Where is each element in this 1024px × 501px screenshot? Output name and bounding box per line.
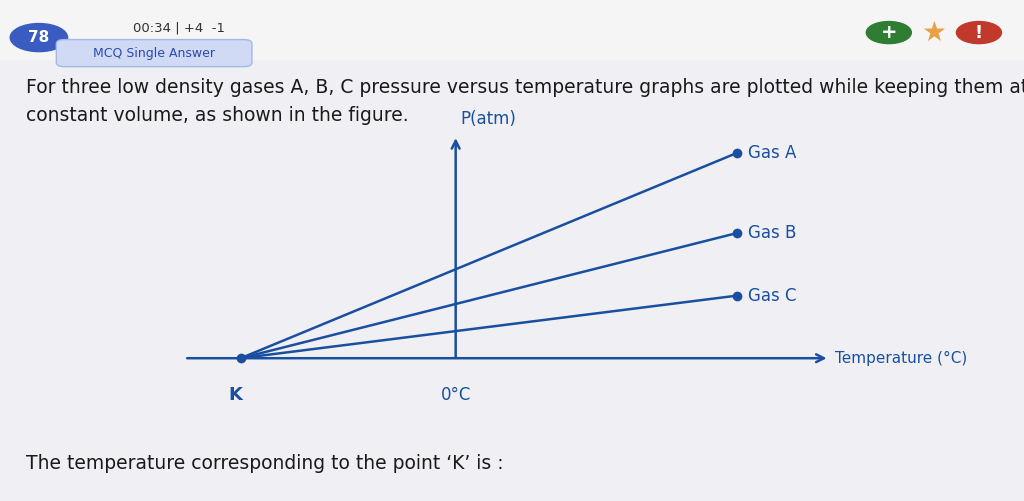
Text: +: + bbox=[881, 23, 897, 42]
Text: The temperature corresponding to the point ‘K’ is :: The temperature corresponding to the poi… bbox=[26, 454, 503, 473]
Text: K: K bbox=[228, 386, 243, 404]
FancyBboxPatch shape bbox=[0, 0, 1024, 60]
Text: Gas A: Gas A bbox=[748, 144, 796, 162]
Text: 78: 78 bbox=[29, 30, 49, 45]
Circle shape bbox=[10, 24, 68, 52]
Text: ★: ★ bbox=[922, 19, 946, 47]
Circle shape bbox=[866, 22, 911, 44]
Text: 00:34 | +4  -1: 00:34 | +4 -1 bbox=[133, 21, 225, 34]
Text: For three low density gases A, B, C pressure versus temperature graphs are plott: For three low density gases A, B, C pres… bbox=[26, 78, 1024, 125]
Text: P(atm): P(atm) bbox=[461, 110, 517, 128]
Text: Gas C: Gas C bbox=[748, 287, 796, 305]
Text: !: ! bbox=[975, 24, 983, 42]
Circle shape bbox=[956, 22, 1001, 44]
Text: MCQ Single Answer: MCQ Single Answer bbox=[93, 47, 215, 60]
Text: Temperature (°C): Temperature (°C) bbox=[835, 351, 967, 366]
Text: Gas B: Gas B bbox=[748, 224, 796, 242]
FancyBboxPatch shape bbox=[56, 40, 252, 67]
Text: 0°C: 0°C bbox=[440, 386, 471, 404]
